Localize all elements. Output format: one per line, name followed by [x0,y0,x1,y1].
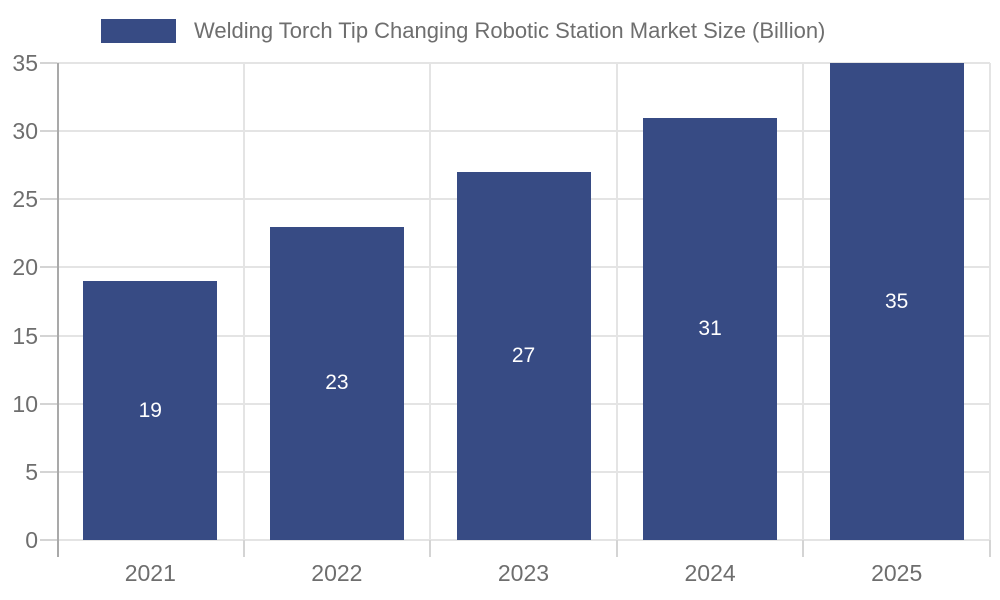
x-axis-label-2025: 2025 [871,560,923,586]
legend-swatch [101,19,176,43]
y-tick-35 [40,62,57,64]
bar-2022: 23 [269,226,404,540]
bar-value-label-2025: 35 [885,289,909,313]
y-axis-label-20: 20 [12,254,38,281]
bar-value-label-2024: 31 [698,316,722,340]
y-tick-0 [40,539,57,541]
y-axis-label-15: 15 [12,322,38,349]
gridline-x-5 [989,63,991,540]
y-tick-30 [40,130,57,133]
x-axis-label-2022: 2022 [311,560,363,586]
y-axis-label-35: 35 [12,50,38,76]
legend-label: Welding Torch Tip Changing Robotic Stati… [194,18,826,43]
legend-item[interactable]: Welding Torch Tip Changing Robotic Stati… [101,18,825,44]
y-axis-label-10: 10 [12,390,38,417]
y-tick-10 [40,402,57,405]
x-tick-1 [242,540,245,557]
y-axis-line [57,63,59,557]
bar-value-label-2023: 27 [511,344,536,368]
plot-area: 19 23 27 31 35 [57,62,991,541]
bar-value-label-2021: 19 [138,398,162,422]
x-axis-label-2021: 2021 [124,560,176,586]
gridline-y-0 [57,539,990,541]
y-axis-label-25: 25 [12,186,38,213]
x-tick-4 [802,540,805,557]
gridline-x-1 [242,63,245,540]
y-axis-label-30: 30 [12,118,38,145]
bar-2025: 35 [829,63,964,540]
gridline-x-2 [429,63,432,540]
x-tick-3 [615,540,618,557]
gridline-y-30 [57,130,990,133]
y-tick-25 [40,198,57,201]
y-tick-15 [40,334,57,337]
x-axis-label-2024: 2024 [684,560,736,586]
bar-2024: 31 [643,117,778,540]
x-tick-5 [989,540,991,557]
gridline-y-35 [57,62,990,64]
gridline-x-4 [802,63,805,540]
bar-2021: 19 [83,281,218,540]
y-axis-label-5: 5 [25,458,38,485]
bar-value-label-2022: 23 [325,371,349,395]
x-tick-2 [429,540,432,557]
gridline-x-3 [615,63,618,540]
y-tick-5 [40,470,57,473]
x-axis-label-2023: 2023 [497,560,550,586]
y-axis-label-0: 0 [25,527,38,553]
bar-2023: 27 [456,172,591,540]
y-tick-20 [40,266,57,269]
